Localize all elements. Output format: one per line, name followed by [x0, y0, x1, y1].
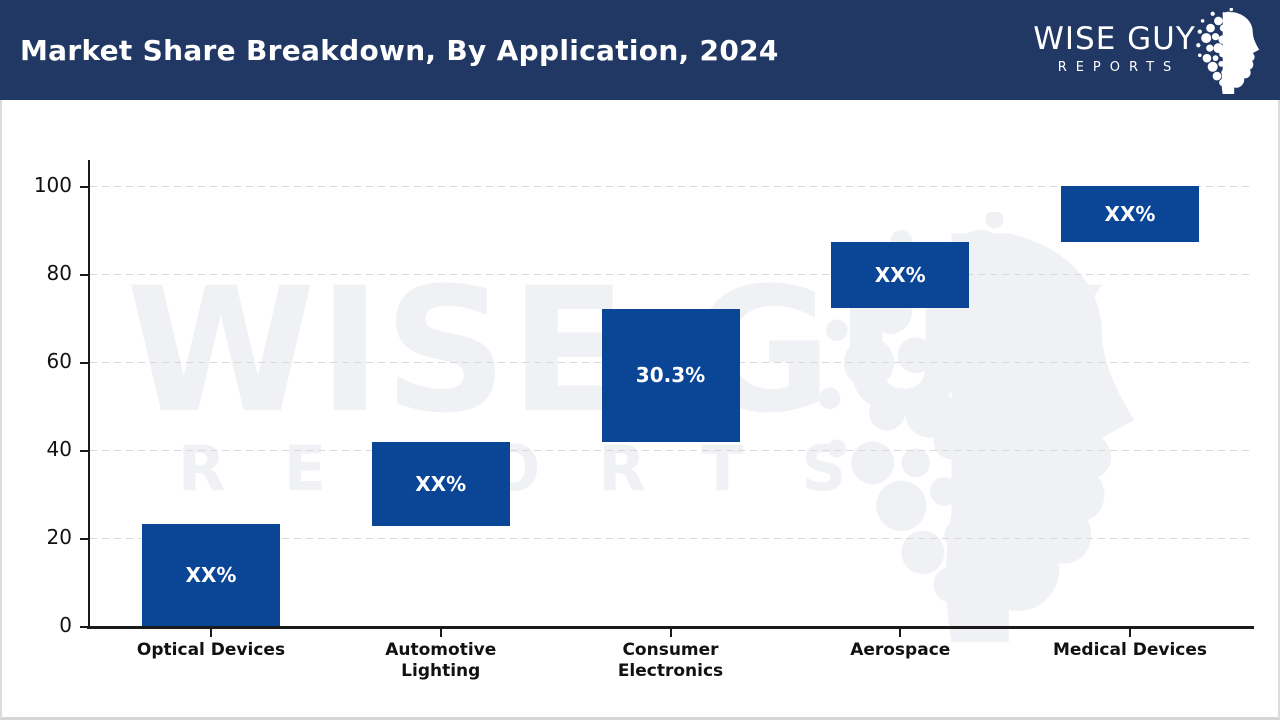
x-tick-mark: [669, 629, 672, 637]
bar-value-label: XX%: [1104, 201, 1156, 226]
y-tick-label: 20: [46, 525, 72, 549]
gridline-y20: [90, 538, 1254, 540]
x-tick-mark: [1129, 629, 1131, 637]
x-axis-label: Consumer Electronics: [617, 640, 724, 682]
y-tick-mark: [80, 362, 88, 364]
bar-value-label: 30.3%: [635, 363, 706, 388]
brand-logo-title: WISE GUY: [1033, 21, 1196, 57]
brand-logo-text: WISE GUY REPORTS: [1027, 21, 1202, 76]
x-axis-label: Automotive Lighting: [385, 640, 497, 682]
bar-automotive-lighting: XX%: [371, 441, 510, 527]
gridline-y80: [90, 274, 1254, 276]
x-axis-label: Aerospace: [850, 640, 951, 660]
brand-logo-subtitle: REPORTS: [1057, 60, 1181, 75]
bar-value-label: XX%: [185, 562, 237, 587]
y-tick-mark: [80, 274, 88, 276]
y-tick-label: 0: [59, 613, 72, 637]
brand-logo: WISE GUY REPORTS: [1010, 4, 1270, 96]
bar-aerospace: XX%: [831, 241, 970, 309]
bar-value-label: XX%: [415, 471, 467, 496]
bar-medical-devices: XX%: [1061, 186, 1199, 242]
y-tick-mark: [80, 626, 88, 628]
header-bar: Market Share Breakdown, By Application, …: [0, 0, 1280, 100]
y-tick-mark: [80, 186, 88, 188]
y-tick-mark: [80, 538, 88, 540]
y-tick-label: 40: [46, 437, 72, 461]
y-tick-label: 60: [46, 349, 72, 373]
x-tick-mark: [210, 629, 212, 637]
x-tick-mark: [439, 629, 442, 637]
x-axis-line: [87, 626, 1254, 629]
page-title: Market Share Breakdown, By Application, …: [20, 33, 779, 67]
gridline-y40: [90, 450, 1254, 452]
bar-consumer-electronics: 30.3%: [601, 308, 740, 443]
y-tick-label: 100: [33, 173, 72, 197]
x-axis-label: Optical Devices: [136, 640, 286, 660]
y-axis-line: [88, 160, 90, 629]
gridline-y100: [90, 186, 1254, 188]
bar-optical-devices: XX%: [142, 523, 280, 626]
y-tick-mark: [80, 450, 88, 452]
y-tick-label: 80: [46, 261, 72, 285]
x-axis-label: Medical Devices: [1052, 640, 1207, 660]
wise-guy-head-icon: [1186, 8, 1268, 94]
bar-value-label: XX%: [874, 263, 926, 288]
x-tick-mark: [899, 629, 902, 637]
